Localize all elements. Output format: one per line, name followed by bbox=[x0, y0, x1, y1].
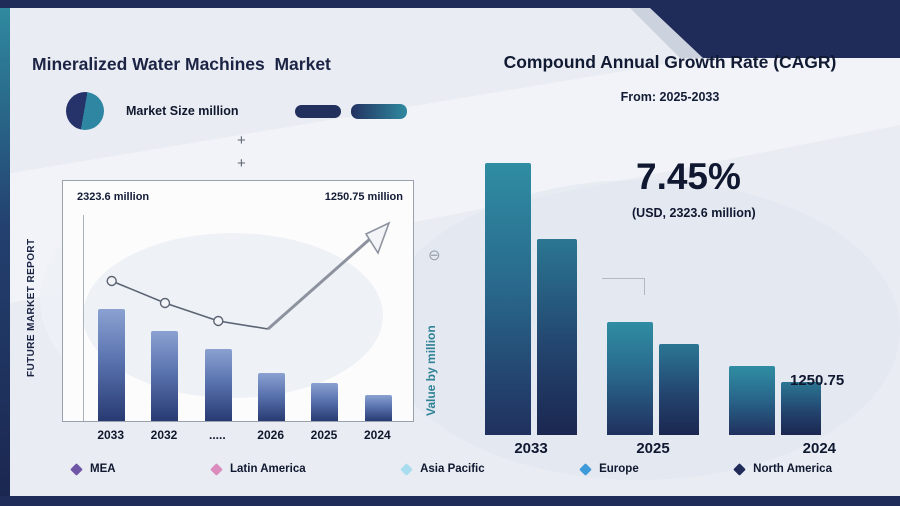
plus-icon: + bbox=[237, 155, 246, 172]
legend-label: Latin America bbox=[230, 463, 306, 475]
cagr-chart-groups: 2033 2025 2024 bbox=[485, 163, 836, 457]
cagr-subtitle: From: 2025-2033 bbox=[620, 90, 720, 104]
market-bar-2032 bbox=[151, 331, 179, 421]
legend-diamond-icon bbox=[210, 462, 223, 476]
cagr-group-2033: 2033 bbox=[485, 163, 577, 457]
cagr-bar-2025-series-2 bbox=[659, 344, 699, 435]
navy-pill-decoration bbox=[294, 104, 341, 118]
left-border bbox=[0, 8, 10, 496]
market-chart-bars bbox=[85, 181, 405, 421]
legend-diamond-icon bbox=[733, 462, 747, 476]
cagr-group-2025: 2025 bbox=[607, 322, 699, 457]
bracket-decoration bbox=[602, 278, 645, 295]
bottom-border bbox=[0, 496, 900, 506]
cagr-xlabel: 2024 bbox=[802, 440, 837, 457]
teal-pill-decoration bbox=[350, 103, 407, 119]
value-label-2024: 1250.75 million bbox=[324, 191, 403, 203]
cagr-bar-2024-series-2 bbox=[781, 382, 821, 435]
cagr-bar-2033-series-2 bbox=[537, 239, 577, 435]
market-xlabel: 2024 bbox=[363, 428, 391, 442]
cagr-bar-2033-series-1 bbox=[485, 163, 531, 435]
legend-diamond-icon bbox=[70, 462, 83, 476]
market-xlabel: 2026 bbox=[257, 428, 284, 442]
market-bar-2026 bbox=[258, 373, 286, 421]
legend-diamond-icon bbox=[579, 462, 592, 476]
y-axis-line bbox=[83, 215, 84, 421]
cagr-xlabel: 2033 bbox=[514, 440, 548, 457]
legend-item-latin-america: Latin America bbox=[210, 462, 306, 476]
sphere-icon bbox=[66, 92, 104, 130]
legend-item-asia-pacific: Asia Pacific bbox=[400, 462, 485, 476]
legend-label: Asia Pacific bbox=[420, 463, 485, 475]
market-size-label: Market Size million bbox=[126, 104, 239, 118]
market-size-chart: 2323.6 million 1250.75 million 2033 2032.… bbox=[62, 180, 414, 442]
legend-item-mea: MEA bbox=[70, 462, 116, 476]
legend-label: MEA bbox=[90, 463, 116, 475]
corner-navy-decoration bbox=[650, 8, 900, 58]
page-title: Mineralized Water Machines Market bbox=[32, 54, 331, 74]
legend-diamond-icon bbox=[400, 462, 413, 476]
top-border bbox=[0, 0, 900, 8]
market-size-legend: Market Size million bbox=[66, 92, 407, 130]
cagr-title: Compound Annual Growth Rate (CAGR) bbox=[503, 52, 837, 72]
market-xlabel: 2032 bbox=[150, 428, 178, 442]
market-xlabel: 2025 bbox=[310, 428, 338, 442]
cagr-bar-2025-series-1 bbox=[607, 322, 653, 435]
legend-label: North America bbox=[753, 463, 832, 475]
region-legend: MEA Latin America Asia Pacific Europe North … bbox=[70, 462, 832, 476]
market-bar-2025 bbox=[311, 383, 339, 421]
cagr-usd-note: (USD, 2323.6 million) bbox=[632, 206, 756, 220]
market-bar-..... bbox=[204, 349, 232, 421]
market-xlabel: 2033 bbox=[97, 428, 125, 442]
market-chart-xlabels: 2033 2032..... 2026 2025 2024 bbox=[84, 428, 404, 442]
value-axis-label: Value by million bbox=[424, 325, 438, 416]
legend-item-europe: Europe bbox=[579, 462, 639, 476]
cagr-end-value: 1250.75 bbox=[790, 372, 845, 389]
minus-circle-icon: ⊖ bbox=[428, 247, 441, 264]
cagr-group-2024: 2024 bbox=[729, 366, 836, 457]
plus-icon: + bbox=[237, 132, 246, 149]
cagr-percentage: 7.45% bbox=[636, 156, 741, 197]
legend-label: Europe bbox=[599, 463, 639, 475]
market-xlabel: ..... bbox=[208, 428, 226, 442]
market-bar-2033 bbox=[98, 309, 126, 421]
cagr-xlabel: 2025 bbox=[636, 440, 670, 457]
legend-item-north-america: North America bbox=[733, 462, 832, 476]
market-chart-frame: 2323.6 million 1250.75 million bbox=[62, 180, 414, 422]
value-label-2033: 2323.6 million bbox=[77, 191, 150, 203]
market-bar-2024 bbox=[364, 395, 392, 421]
report-vertical-label: FUTURE MARKET REPORT bbox=[26, 238, 37, 378]
cagr-bar-2024-series-1 bbox=[729, 366, 775, 435]
